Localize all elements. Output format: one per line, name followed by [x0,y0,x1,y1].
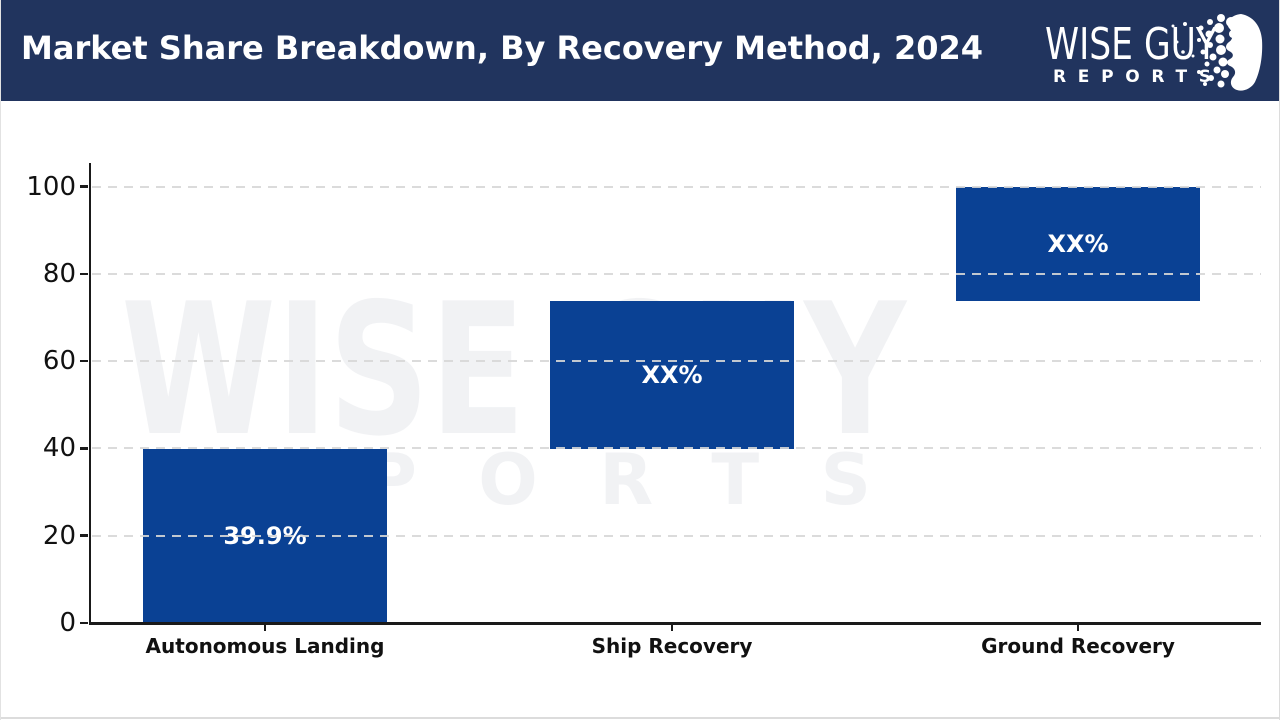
waterfall-chart: 39.9% XX% XX% 0 20 40 60 80 100 Autonomous Landin… [1,100,1279,716]
x-category-label: Autonomous Landing [145,634,385,658]
y-tick-mark [80,272,88,276]
logo-wordmark: WISE GUY [1045,19,1217,70]
y-tick-label: 60 [42,346,76,377]
logo-head-icon [1171,14,1263,91]
y-tick-mark [80,534,88,537]
x-tick-mark [1076,624,1080,631]
logo-subtitle: REPORTS [1053,67,1211,87]
bar-value-label: XX% [1047,229,1109,258]
y-gridline [92,272,1261,275]
bar-segment: XX% [550,301,794,449]
bar-segment: XX% [956,186,1200,301]
y-tick-label: 80 [42,258,76,289]
bottom-divider [1,717,1279,719]
chart-title: Market Share Breakdown, By Recovery Meth… [21,29,984,67]
x-category-label: Ship Recovery [591,634,753,658]
y-tick-label: 100 [26,171,76,202]
y-tick-label: 0 [59,608,76,638]
x-tick-mark [670,624,674,631]
y-gridline [92,447,1261,450]
x-axis-spine [88,621,1261,625]
y-tick-mark [80,447,88,450]
y-gridline [92,360,1261,363]
report-header: Market Share Breakdown, By Recovery Meth… [1,0,1279,101]
bar-value-label: XX% [641,360,703,389]
x-tick-mark [263,624,267,631]
y-tick-mark [80,185,88,188]
y-gridline [92,534,1261,537]
y-axis-spine [88,163,91,625]
x-category-label: Ground Recovery [981,634,1175,658]
y-tick-mark [80,359,88,363]
y-tick-label: 40 [42,433,76,464]
wiseguy-logo: WISE GUY REPORTS [1045,14,1263,91]
y-gridline [92,185,1261,188]
y-tick-mark [80,621,88,625]
y-tick-label: 20 [42,520,76,551]
